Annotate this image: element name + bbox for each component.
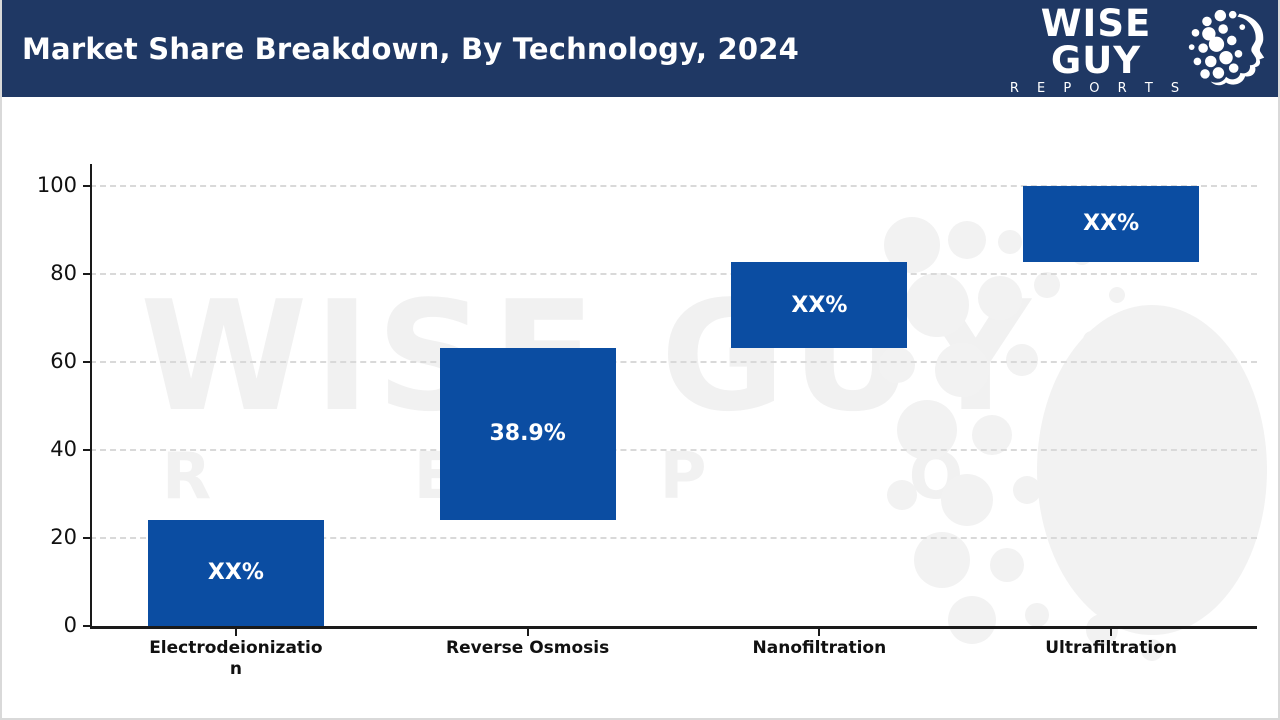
- y-tick-40: [83, 449, 90, 451]
- bar-value-label: XX%: [207, 560, 264, 586]
- y-tick-80: [83, 273, 90, 275]
- x-axis-spine: [90, 626, 1257, 629]
- bar-ultrafiltration: XX%: [1023, 186, 1200, 262]
- bar-electrodeionization: XX%: [147, 519, 324, 626]
- category-label-3: Ultrafiltration: [1045, 638, 1177, 658]
- plot-area: 0 20 40 60 80 100 XX% Electrodeionizatio n 38.9%…: [2, 97, 1278, 718]
- brand-subname: R E P O R T S: [1009, 80, 1187, 96]
- brand-logo: WISE GUY R E P O R T S: [1002, 5, 1270, 96]
- y-tick-label-20: 20: [50, 525, 77, 549]
- bar-value-label: 38.9%: [489, 421, 566, 447]
- brand-head-icon: [1188, 9, 1265, 86]
- y-tick-label-40: 40: [50, 437, 77, 461]
- x-tick-2: [818, 628, 821, 636]
- gridline-20: [90, 537, 1257, 539]
- gridline-60: [90, 361, 1257, 363]
- gridline-40: [90, 449, 1257, 451]
- x-tick-0: [234, 628, 237, 636]
- gridline-80: [90, 273, 1257, 275]
- y-tick-label-0: 0: [63, 613, 77, 637]
- y-tick-20: [83, 537, 90, 539]
- chart-title: Market Share Breakdown, By Technology, 2…: [22, 31, 800, 66]
- bar-value-label: XX%: [791, 292, 848, 318]
- gridline-100: [90, 185, 1257, 187]
- header-bar: Market Share Breakdown, By Technology, 2…: [2, 0, 1278, 97]
- brand-logo-text: WISE GUY R E P O R T S: [1002, 5, 1190, 96]
- brand-name: WISE GUY: [1040, 1, 1152, 82]
- y-axis-spine: [90, 164, 92, 628]
- y-tick-label-80: 80: [50, 261, 77, 285]
- x-tick-1: [526, 628, 529, 636]
- bar-reverse-osmosis: 38.9%: [439, 348, 616, 520]
- y-tick-label-60: 60: [50, 349, 77, 373]
- y-tick-60: [83, 361, 90, 363]
- category-label-2: Nanofiltration: [752, 638, 887, 658]
- category-label-1: Reverse Osmosis: [446, 638, 610, 658]
- bar-value-label: XX%: [1083, 211, 1140, 237]
- x-tick-3: [1110, 628, 1113, 636]
- category-label-0: Electrodeionizatio n: [149, 638, 323, 680]
- y-tick-0: [83, 625, 90, 627]
- bar-nanofiltration: XX%: [731, 261, 908, 349]
- y-tick-100: [83, 185, 90, 187]
- y-tick-label-100: 100: [36, 173, 77, 197]
